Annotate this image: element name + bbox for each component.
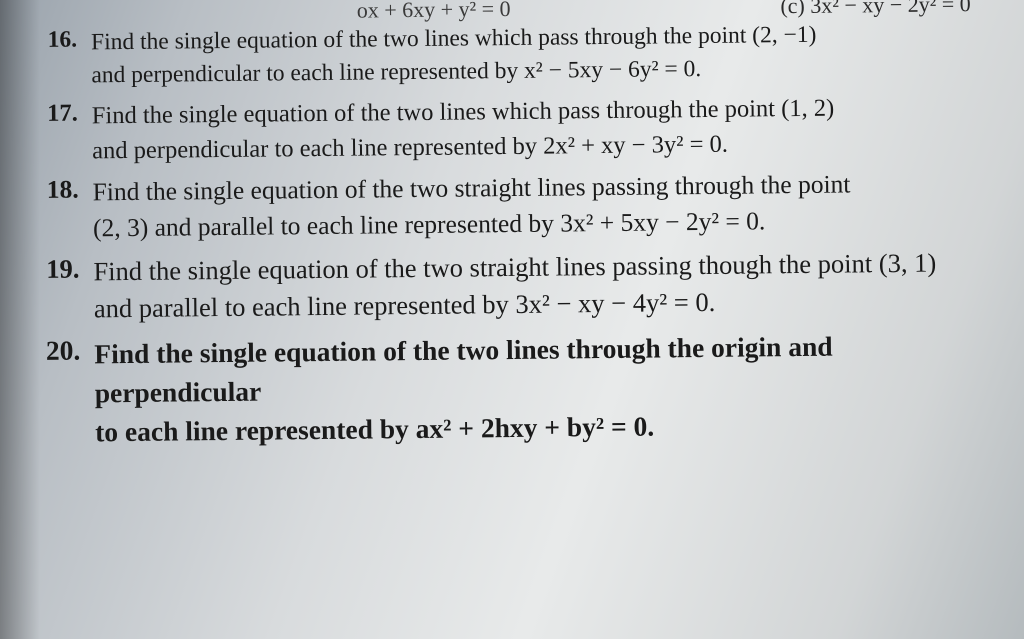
question-number: 18. bbox=[22, 175, 92, 206]
question-19: 19. Find the single equation of the two … bbox=[23, 244, 984, 329]
option-c: (c) 3x² − xy − 2y² = 0 bbox=[780, 0, 981, 19]
question-number: 17. bbox=[22, 99, 92, 128]
question-line-2: and perpendicular to each line represent… bbox=[91, 56, 701, 88]
question-17: 17. Find the single equation of the two … bbox=[22, 90, 983, 170]
question-line-2: and parallel to each line represented by… bbox=[94, 287, 716, 324]
question-number: 16. bbox=[21, 26, 91, 54]
question-line-1: Find the single equation of the two stra… bbox=[93, 247, 936, 286]
question-line-1: Find the single equation of the two line… bbox=[91, 22, 817, 56]
textbook-page: ox + 6xy + y² = 0 (c) 3x² − xy − 2y² = 0… bbox=[0, 0, 1024, 639]
question-body: Find the single equation of the two stra… bbox=[92, 165, 983, 247]
question-20: 20. Find the single equation of the two … bbox=[24, 325, 985, 452]
question-body: Find the single equation of the two line… bbox=[91, 17, 982, 93]
question-number: 20. bbox=[24, 334, 94, 367]
question-line-1: Find the single equation of the two line… bbox=[94, 331, 833, 409]
question-16: 16. Find the single equation of the two … bbox=[21, 17, 982, 94]
question-line-2: and perpendicular to each line represent… bbox=[92, 130, 728, 164]
question-number: 19. bbox=[23, 253, 93, 285]
question-body: Find the single equation of the two stra… bbox=[93, 244, 984, 329]
question-line-2: to each line represented by ax² + 2hxy +… bbox=[95, 411, 654, 448]
question-line-1: Find the single equation of the two stra… bbox=[92, 170, 850, 207]
question-18: 18. Find the single equation of the two … bbox=[22, 165, 983, 247]
question-body: Find the single equation of the two line… bbox=[92, 90, 983, 169]
question-body: Find the single equation of the two line… bbox=[94, 325, 985, 451]
question-line-1: Find the single equation of the two line… bbox=[92, 94, 835, 129]
question-line-2: (2, 3) and parallel to each line represe… bbox=[93, 207, 766, 243]
